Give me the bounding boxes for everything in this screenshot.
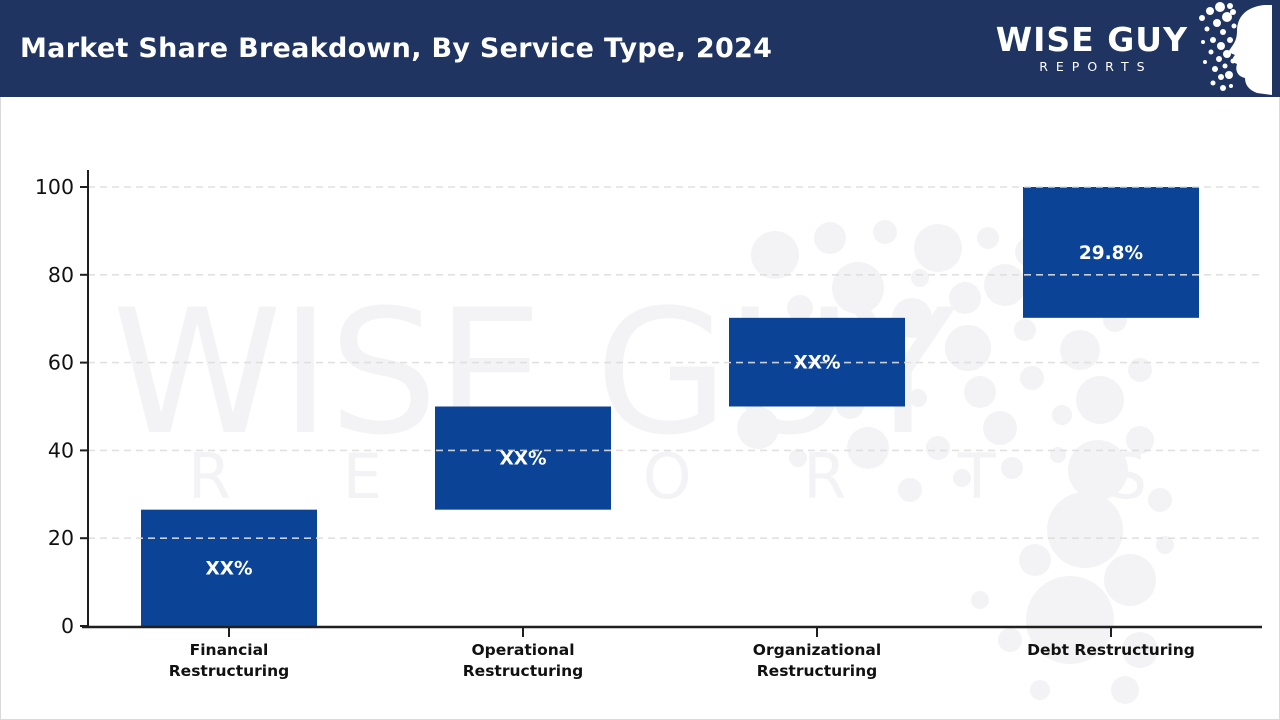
- bar-label-debt-restructuring: 29.8%: [1079, 243, 1143, 264]
- y-tick-label-0: 0: [61, 614, 74, 638]
- bar-financial-restructuring: [141, 509, 317, 626]
- x-label-operational-restructuring: Operational Restructuring: [463, 641, 583, 680]
- logo-text: WISE GUY REPORTS: [996, 23, 1188, 74]
- logo-subtitle: REPORTS: [1039, 59, 1153, 74]
- header-bar: Market Share Breakdown, By Service Type,…: [0, 0, 1280, 97]
- bar-label-organizational-restructuring: XX%: [793, 353, 840, 374]
- bar-label-operational-restructuring: XX%: [499, 449, 546, 470]
- bar-operational-restructuring: [435, 406, 611, 510]
- y-tick-label-40: 40: [48, 438, 74, 462]
- wise-guy-logo: WISE GUY REPORTS: [996, 1, 1280, 96]
- logo-face-icon: [1199, 1, 1272, 95]
- y-tick-label-100: 100: [35, 175, 74, 199]
- logo-wordmark: WISE GUY: [995, 20, 1188, 59]
- y-tick-label-60: 60: [48, 351, 74, 375]
- y-tick-label-20: 20: [48, 526, 74, 550]
- x-label-organizational-restructuring: Organizational Restructuring: [753, 641, 881, 680]
- bar-label-financial-restructuring: XX%: [205, 558, 252, 579]
- page-title: Market Share Breakdown, By Service Type,…: [20, 33, 773, 64]
- x-label-financial-restructuring: Financial Restructuring: [169, 641, 289, 680]
- y-tick-label-80: 80: [48, 263, 74, 287]
- x-label-debt-restructuring: Debt Restructuring: [1027, 641, 1195, 659]
